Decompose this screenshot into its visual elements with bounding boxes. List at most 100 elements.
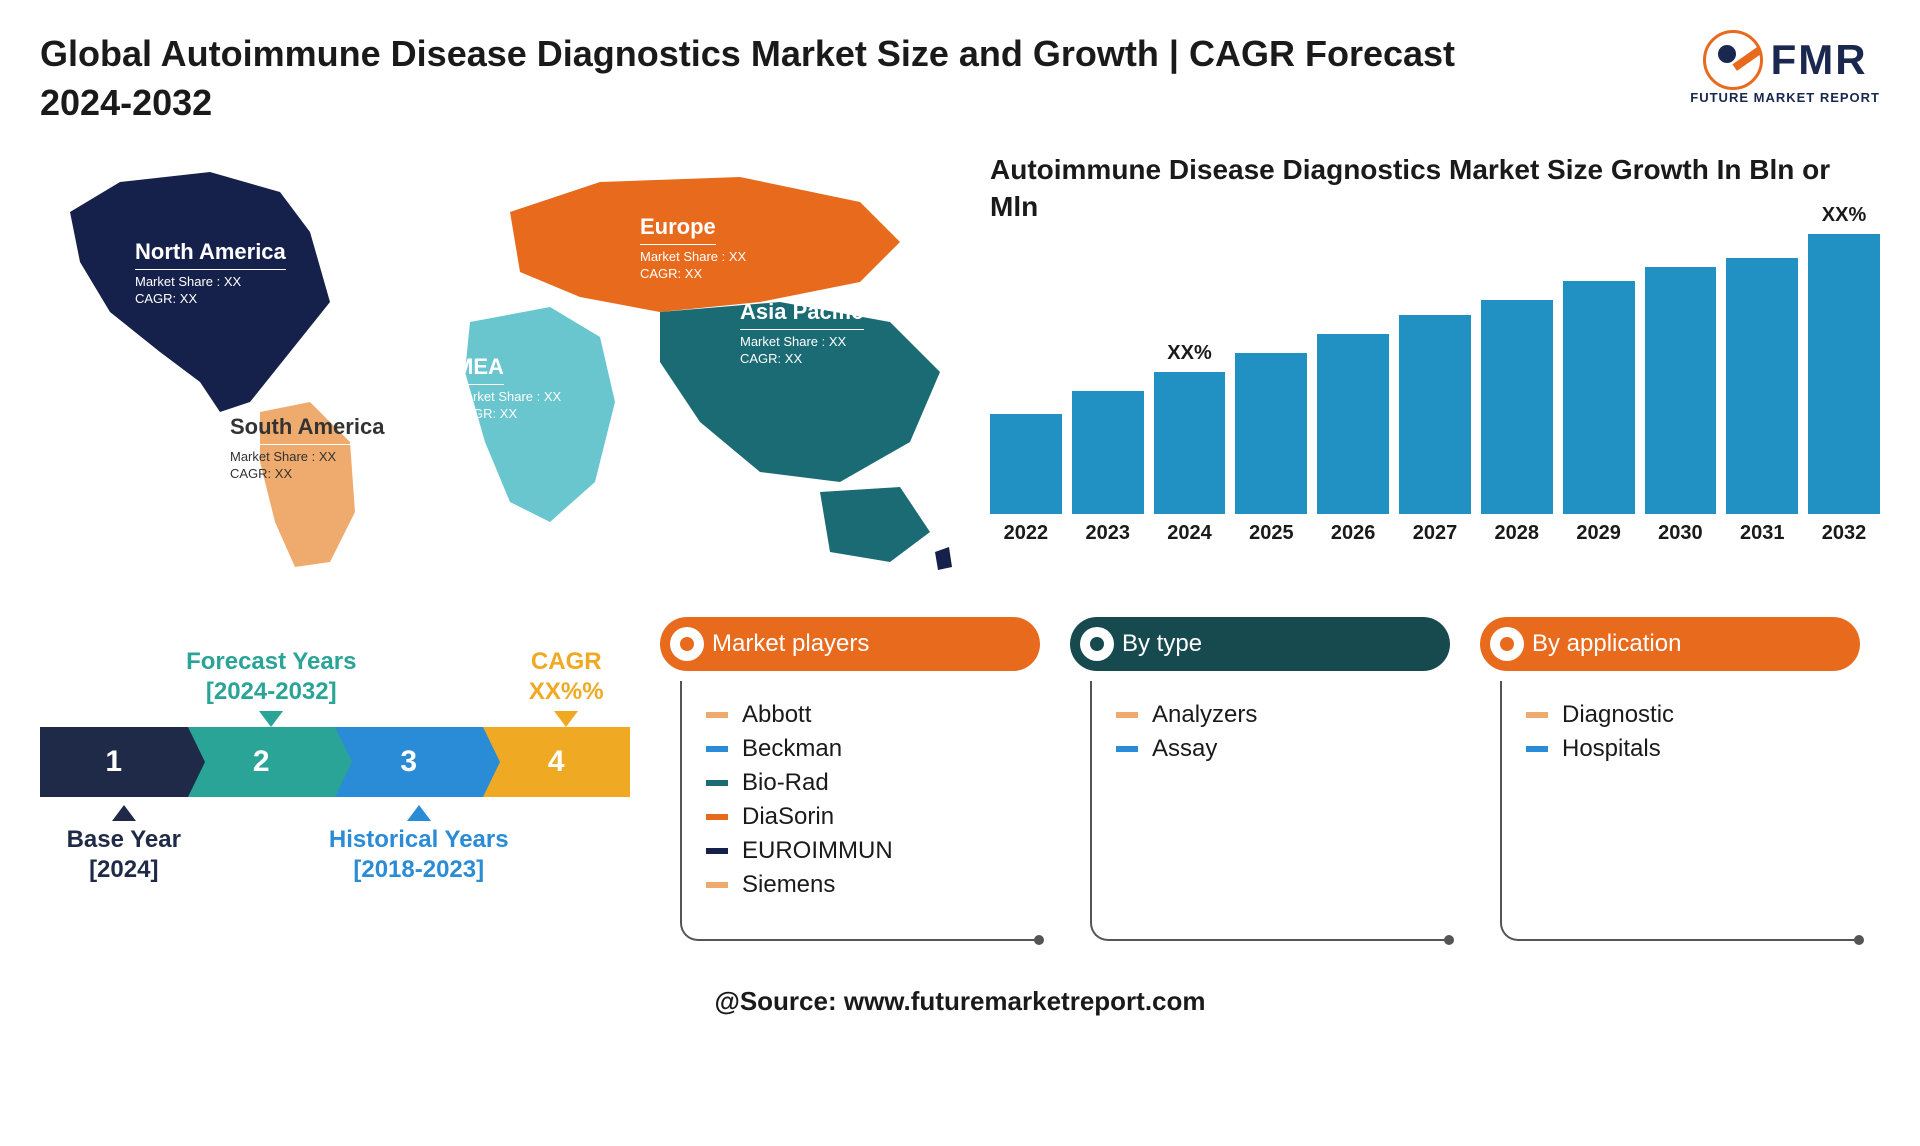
timeline-label: Historical Years[2018-2023] xyxy=(319,805,519,885)
bar-rect xyxy=(1072,391,1144,514)
bar-2028: 2028 xyxy=(1481,300,1553,545)
list-item: Assay xyxy=(1116,735,1450,763)
list-item: Diagnostic xyxy=(1526,701,1860,729)
bar-label: 2024 xyxy=(1167,522,1212,545)
bullet-icon xyxy=(670,627,704,661)
bar-2022: 2022 xyxy=(990,414,1062,545)
bar-rect xyxy=(1481,300,1553,514)
bar-label: 2027 xyxy=(1413,522,1458,545)
list-item: Bio-Rad xyxy=(706,769,1040,797)
swatch-icon xyxy=(706,882,728,888)
world-map: North America Market Share : XX CAGR: XX… xyxy=(40,152,960,572)
list-item-label: Beckman xyxy=(742,735,842,763)
list-item: Siemens xyxy=(706,871,1040,899)
region-eu: Europe Market Share : XX CAGR: XX xyxy=(640,212,746,283)
bar-annotation: XX% xyxy=(1822,204,1866,227)
bar-2031: 2031 xyxy=(1726,258,1798,545)
bar-chart-section: Autoimmune Disease Diagnostics Market Si… xyxy=(990,152,1880,572)
bar-annotation: XX% xyxy=(1167,342,1211,365)
bar-2027: 2027 xyxy=(1399,315,1471,545)
list-item: EUROIMMUN xyxy=(706,837,1040,865)
timeline-seg-3: 3 xyxy=(335,727,483,797)
swatch-icon xyxy=(706,712,728,718)
category-col-0: Market players Abbott Beckman Bio-Rad DiaSor… xyxy=(660,617,1040,941)
category-header: By application xyxy=(1480,617,1860,671)
bar-rect xyxy=(1726,258,1798,514)
timeline-bar: 1234 xyxy=(40,727,630,797)
list-item-label: Diagnostic xyxy=(1562,701,1674,729)
category-body: Diagnostic Hospitals xyxy=(1500,681,1860,941)
bar-chart-title: Autoimmune Disease Diagnostics Market Si… xyxy=(990,152,1880,225)
bar-rect xyxy=(990,414,1062,514)
bar-rect xyxy=(1563,281,1635,514)
bar-2026: 2026 xyxy=(1317,334,1389,545)
bar-2023: 2023 xyxy=(1072,391,1144,545)
category-body: Analyzers Assay xyxy=(1090,681,1450,941)
bar-rect xyxy=(1645,267,1717,514)
fmr-logo: FMR FUTURE MARKET REPORT xyxy=(1690,30,1880,105)
swatch-icon xyxy=(706,746,728,752)
swatch-icon xyxy=(1116,712,1138,718)
category-title: By type xyxy=(1122,630,1202,658)
bar-2030: 2030 xyxy=(1645,267,1717,545)
bar-label: 2031 xyxy=(1740,522,1785,545)
list-item: DiaSorin xyxy=(706,803,1040,831)
bar-rect xyxy=(1235,353,1307,514)
bar-label: 2025 xyxy=(1249,522,1294,545)
timeline-label: Forecast Years[2024-2032] xyxy=(171,647,371,727)
list-item-label: DiaSorin xyxy=(742,803,834,831)
bar-2029: 2029 xyxy=(1563,281,1635,545)
telescope-icon xyxy=(1703,30,1763,90)
bar-rect xyxy=(1808,234,1880,514)
bar-2024: 2024XX% xyxy=(1154,372,1226,545)
bar-2025: 2025 xyxy=(1235,353,1307,545)
region-mea: MEA Market Share : XX CAGR: XX xyxy=(455,352,561,423)
page-title: Global Autoimmune Disease Diagnostics Ma… xyxy=(40,30,1490,127)
list-item-label: Siemens xyxy=(742,871,835,899)
timeline-seg-2: 2 xyxy=(188,727,336,797)
list-item-label: EUROIMMUN xyxy=(742,837,893,865)
timeline-seg-1: 1 xyxy=(40,727,188,797)
bar-rect xyxy=(1399,315,1471,514)
region-na: North America Market Share : XX CAGR: XX xyxy=(135,237,286,308)
bullet-icon xyxy=(1080,627,1114,661)
category-title: Market players xyxy=(712,630,869,658)
bar-rect xyxy=(1317,334,1389,514)
region-sa: South America Market Share : XX CAGR: XX xyxy=(230,412,384,483)
bar-rect xyxy=(1154,372,1226,514)
category-header: By type xyxy=(1070,617,1450,671)
swatch-icon xyxy=(1116,746,1138,752)
bar-label: 2032 xyxy=(1822,522,1867,545)
timeline-label: Base Year[2024] xyxy=(24,805,224,885)
bar-label: 2029 xyxy=(1576,522,1621,545)
bullet-icon xyxy=(1490,627,1524,661)
list-item: Beckman xyxy=(706,735,1040,763)
bar-label: 2026 xyxy=(1331,522,1376,545)
list-item-label: Analyzers xyxy=(1152,701,1257,729)
category-body: Abbott Beckman Bio-Rad DiaSorin EUROIMMUN Sie… xyxy=(680,681,1040,941)
timeline-seg-4: 4 xyxy=(483,727,631,797)
bar-label: 2028 xyxy=(1495,522,1540,545)
bar-2032: 2032XX% xyxy=(1808,234,1880,545)
region-ap: Asia Pacific Market Share : XX CAGR: XX xyxy=(740,297,864,368)
bar-label: 2023 xyxy=(1085,522,1130,545)
timeline-label: CAGRXX%% xyxy=(466,647,666,727)
timeline-section: Forecast Years[2024-2032]CAGRXX%% 1234 B… xyxy=(40,617,630,941)
list-item: Abbott xyxy=(706,701,1040,729)
category-title: By application xyxy=(1532,630,1681,658)
swatch-icon xyxy=(706,848,728,854)
bar-chart: 202220232024XX%2025202620272028202920302… xyxy=(990,235,1880,545)
source-attribution: @Source: www.futuremarketreport.com xyxy=(40,986,1880,1017)
list-item-label: Assay xyxy=(1152,735,1217,763)
category-col-1: By type Analyzers Assay xyxy=(1070,617,1450,941)
list-item-label: Abbott xyxy=(742,701,811,729)
logo-subtitle: FUTURE MARKET REPORT xyxy=(1690,90,1880,105)
category-header: Market players xyxy=(660,617,1040,671)
list-item-label: Bio-Rad xyxy=(742,769,829,797)
bar-label: 2030 xyxy=(1658,522,1703,545)
category-col-2: By application Diagnostic Hospitals xyxy=(1480,617,1860,941)
list-item-label: Hospitals xyxy=(1562,735,1661,763)
list-item: Analyzers xyxy=(1116,701,1450,729)
logo-text: FMR xyxy=(1771,36,1868,84)
swatch-icon xyxy=(706,814,728,820)
